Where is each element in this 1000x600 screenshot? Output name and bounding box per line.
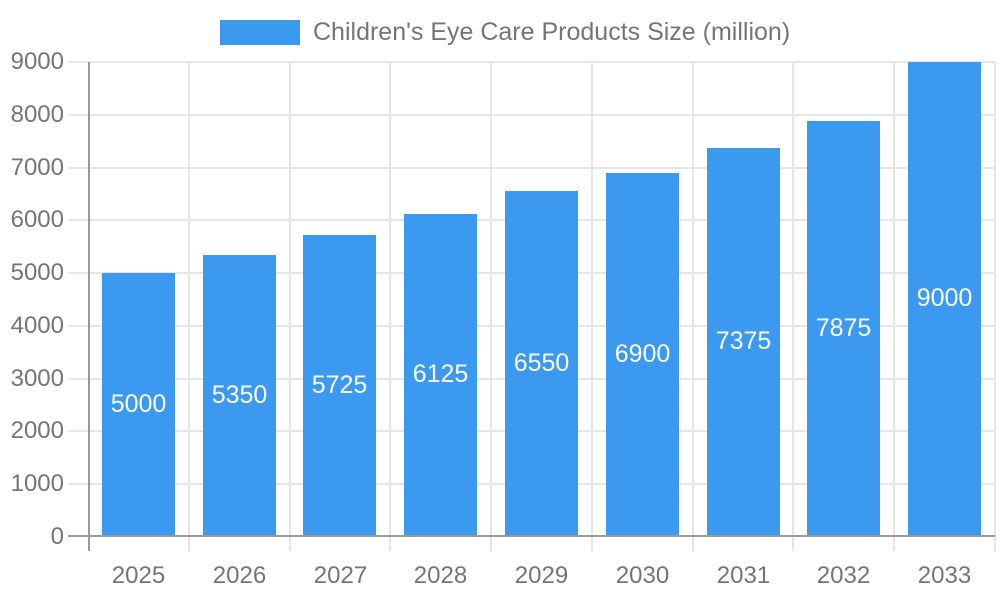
gridline-vertical	[490, 62, 492, 551]
bar-value-label: 7875	[815, 313, 872, 342]
y-axis-tick-label: 4000	[10, 312, 64, 339]
legend[interactable]: Children's Eye Care Products Size (milli…	[220, 19, 790, 45]
bar-value-label: 6550	[513, 348, 570, 377]
x-axis-tick-label: 2028	[413, 562, 468, 589]
x-axis-line	[68, 535, 995, 537]
y-axis-tick-label: 2000	[10, 417, 64, 444]
x-axis-tick-label: 2025	[111, 562, 166, 589]
bar-2029[interactable]: 6550	[505, 191, 578, 535]
y-axis-tick-label: 5000	[10, 259, 64, 286]
y-axis-tick-label: 0	[50, 523, 64, 550]
x-axis-tick-label: 2030	[615, 562, 670, 589]
y-axis-tick-label: 1000	[10, 470, 64, 497]
x-axis-tick-label: 2026	[212, 562, 267, 589]
bar-value-label: 5000	[110, 389, 167, 418]
legend-label: Children's Eye Care Products Size (milli…	[313, 18, 791, 46]
gridline-vertical	[692, 62, 694, 551]
gridline-horizontal	[68, 114, 995, 116]
gridline-vertical	[792, 62, 794, 551]
bar-2030[interactable]: 6900	[606, 173, 679, 535]
y-axis-tick-label: 6000	[10, 206, 64, 233]
bar-2033[interactable]: 9000	[908, 62, 981, 535]
plot-area: 0 1000 2000 3000 4000 5000 6000 7000 8000 9000 500…	[11, 50, 996, 589]
gridline-vertical	[289, 62, 291, 551]
gridline-vertical	[994, 62, 996, 551]
gridline-vertical	[591, 62, 593, 551]
bar-2032[interactable]: 7875	[807, 121, 880, 535]
x-axis-tick-label: 2031	[716, 562, 771, 589]
bar-value-label: 7375	[715, 327, 772, 355]
y-axis-tick-label: 9000	[10, 48, 64, 75]
bar-2031[interactable]: 7375	[707, 148, 780, 535]
bar-2025[interactable]: 5000	[102, 273, 175, 535]
gridline-horizontal	[68, 61, 995, 63]
y-axis-tick-label: 8000	[10, 101, 64, 128]
x-axis-tick-label: 2027	[313, 562, 368, 589]
gridline-vertical	[893, 62, 895, 551]
bar-value-label: 9000	[916, 284, 973, 312]
x-axis-tick-label: 2029	[514, 562, 569, 589]
gridline-vertical	[188, 62, 190, 551]
bar-value-label: 6900	[614, 339, 671, 368]
x-axis-tick-label: 2033	[917, 562, 972, 589]
gridline-vertical	[389, 62, 391, 551]
bar-value-label: 6125	[412, 360, 469, 388]
bar-2027[interactable]: 5725	[303, 235, 376, 535]
y-axis-tick-label: 7000	[10, 154, 64, 181]
y-axis-line	[88, 62, 90, 551]
bar-value-label: 5725	[311, 370, 368, 399]
bar-value-label: 5350	[211, 380, 268, 409]
bar-2028[interactable]: 6125	[404, 214, 477, 535]
x-axis-tick-label: 2032	[816, 562, 871, 589]
bar-2026[interactable]: 5350	[203, 255, 276, 535]
legend-swatch	[220, 19, 300, 45]
y-axis-tick-label: 3000	[10, 365, 64, 392]
